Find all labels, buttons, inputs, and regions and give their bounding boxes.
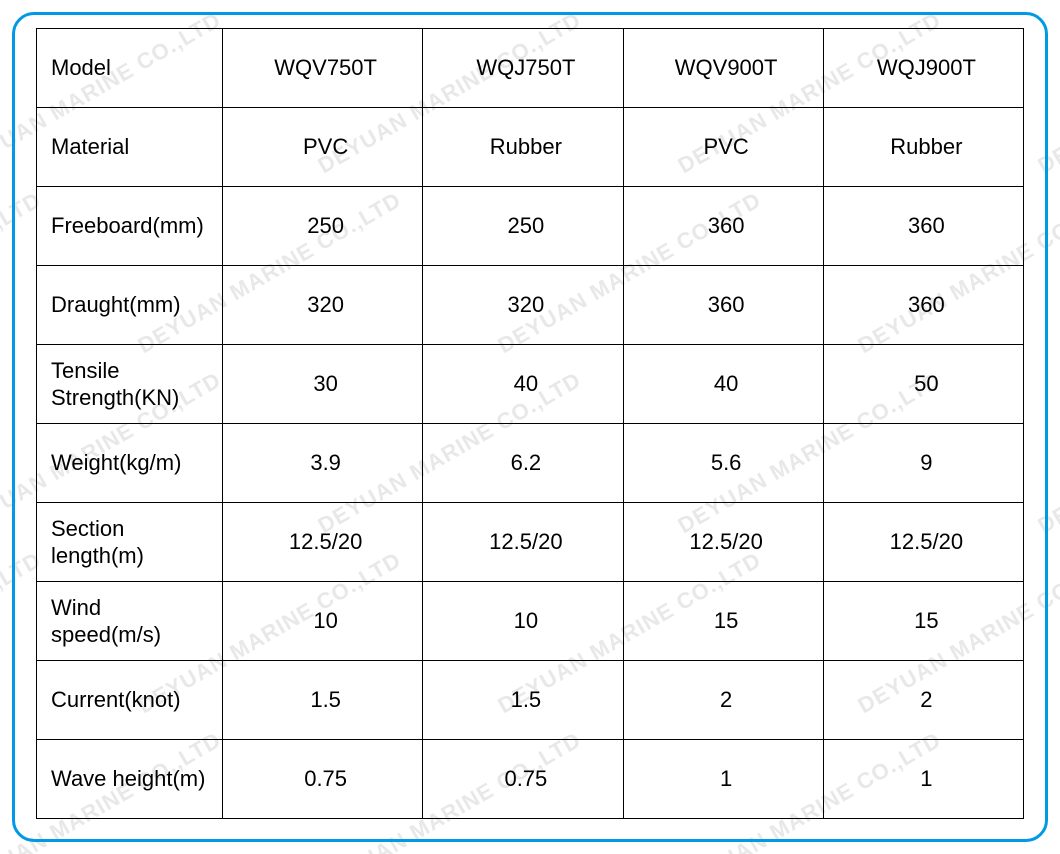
data-cell: 40 bbox=[423, 345, 623, 424]
data-cell: 3.9 bbox=[223, 424, 423, 503]
spec-table-container: ModelWQV750TWQJ750TWQV900TWQJ900TMateria… bbox=[36, 28, 1024, 819]
data-cell: 1 bbox=[623, 740, 823, 819]
data-cell: 360 bbox=[823, 266, 1023, 345]
table-row: Wave height(m)0.750.7511 bbox=[37, 740, 1024, 819]
data-cell: 250 bbox=[423, 187, 623, 266]
row-label: Model bbox=[37, 29, 223, 108]
watermark-text: DEYUAN MARINE CO.,LTD bbox=[1034, 7, 1060, 179]
data-cell: 6.2 bbox=[423, 424, 623, 503]
data-cell: WQJ750T bbox=[423, 29, 623, 108]
data-cell: 40 bbox=[623, 345, 823, 424]
data-cell: WQV750T bbox=[223, 29, 423, 108]
data-cell: 12.5/20 bbox=[223, 503, 423, 582]
data-cell: 12.5/20 bbox=[823, 503, 1023, 582]
spec-table-body: ModelWQV750TWQJ750TWQV900TWQJ900TMateria… bbox=[37, 29, 1024, 819]
data-cell: 15 bbox=[623, 582, 823, 661]
table-row: Weight(kg/m)3.96.25.69 bbox=[37, 424, 1024, 503]
data-cell: 360 bbox=[623, 266, 823, 345]
table-row: MaterialPVCRubberPVCRubber bbox=[37, 108, 1024, 187]
row-label: Wind speed(m/s) bbox=[37, 582, 223, 661]
data-cell: 0.75 bbox=[223, 740, 423, 819]
data-cell: 360 bbox=[623, 187, 823, 266]
data-cell: 12.5/20 bbox=[423, 503, 623, 582]
data-cell: Rubber bbox=[823, 108, 1023, 187]
data-cell: 1 bbox=[823, 740, 1023, 819]
row-label: Current(knot) bbox=[37, 661, 223, 740]
table-row: Draught(mm)320320360360 bbox=[37, 266, 1024, 345]
data-cell: WQJ900T bbox=[823, 29, 1023, 108]
data-cell: 360 bbox=[823, 187, 1023, 266]
watermark-text: DEYUAN MARINE CO.,LTD bbox=[1034, 727, 1060, 854]
data-cell: 10 bbox=[223, 582, 423, 661]
row-label: Freeboard(mm) bbox=[37, 187, 223, 266]
data-cell: PVC bbox=[623, 108, 823, 187]
data-cell: PVC bbox=[223, 108, 423, 187]
watermark-text: DEYUAN MARINE CO.,LTD bbox=[1034, 367, 1060, 539]
data-cell: 320 bbox=[223, 266, 423, 345]
data-cell: WQV900T bbox=[623, 29, 823, 108]
data-cell: 1.5 bbox=[423, 661, 623, 740]
data-cell: Rubber bbox=[423, 108, 623, 187]
data-cell: 250 bbox=[223, 187, 423, 266]
table-row: Section length(m)12.5/2012.5/2012.5/2012… bbox=[37, 503, 1024, 582]
data-cell: 12.5/20 bbox=[623, 503, 823, 582]
table-row: Tensile Strength(KN)30404050 bbox=[37, 345, 1024, 424]
row-label: Draught(mm) bbox=[37, 266, 223, 345]
table-row: Freeboard(mm)250250360360 bbox=[37, 187, 1024, 266]
data-cell: 2 bbox=[623, 661, 823, 740]
data-cell: 15 bbox=[823, 582, 1023, 661]
data-cell: 0.75 bbox=[423, 740, 623, 819]
data-cell: 50 bbox=[823, 345, 1023, 424]
row-label: Tensile Strength(KN) bbox=[37, 345, 223, 424]
row-label: Wave height(m) bbox=[37, 740, 223, 819]
table-row: Wind speed(m/s)10101515 bbox=[37, 582, 1024, 661]
table-row: ModelWQV750TWQJ750TWQV900TWQJ900T bbox=[37, 29, 1024, 108]
spec-table: ModelWQV750TWQJ750TWQV900TWQJ900TMateria… bbox=[36, 28, 1024, 819]
data-cell: 2 bbox=[823, 661, 1023, 740]
row-label: Weight(kg/m) bbox=[37, 424, 223, 503]
data-cell: 30 bbox=[223, 345, 423, 424]
data-cell: 9 bbox=[823, 424, 1023, 503]
data-cell: 10 bbox=[423, 582, 623, 661]
row-label: Material bbox=[37, 108, 223, 187]
data-cell: 5.6 bbox=[623, 424, 823, 503]
row-label: Section length(m) bbox=[37, 503, 223, 582]
data-cell: 320 bbox=[423, 266, 623, 345]
data-cell: 1.5 bbox=[223, 661, 423, 740]
table-row: Current(knot)1.51.522 bbox=[37, 661, 1024, 740]
